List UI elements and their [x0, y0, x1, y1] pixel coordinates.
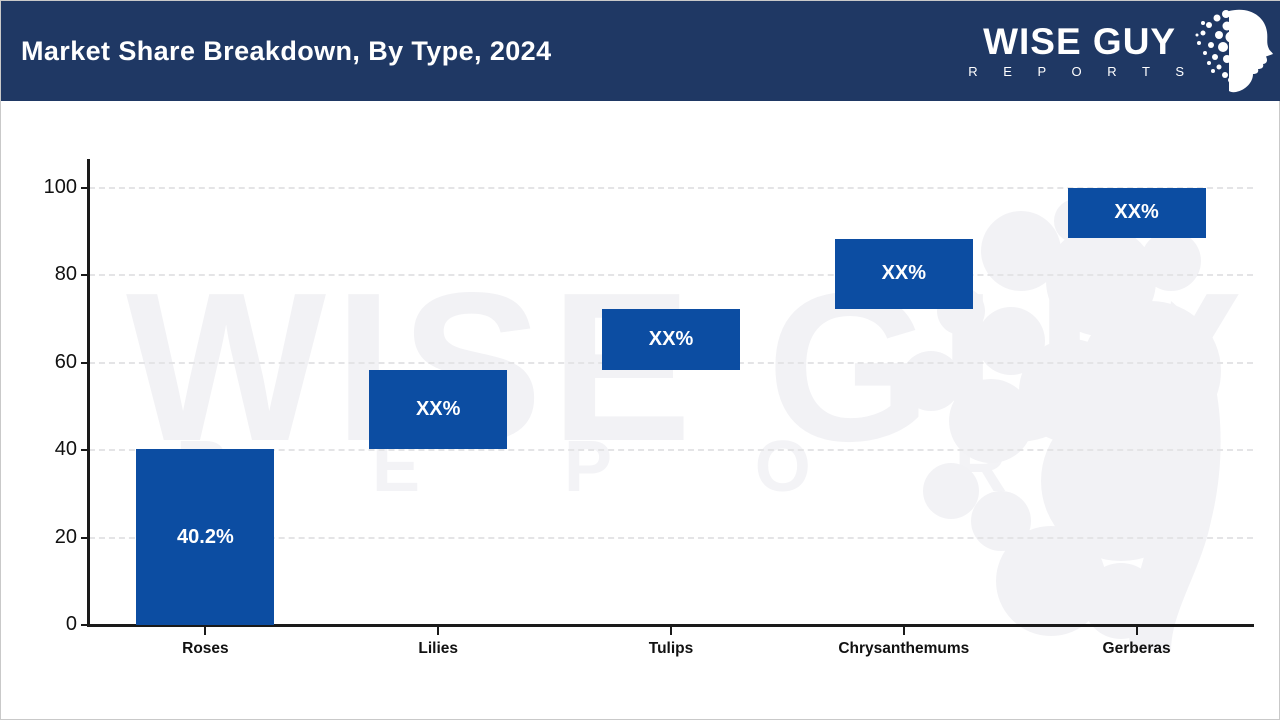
- gridline-80: [89, 274, 1253, 277]
- y-tick-mark-20: [81, 536, 89, 539]
- x-tick-mark-0: [204, 626, 207, 635]
- y-tick-mark-60: [81, 361, 89, 364]
- y-tick-label-60: 60: [54, 350, 77, 373]
- y-tick-label-80: 80: [54, 263, 77, 286]
- gridline-100: [89, 187, 1253, 189]
- bar-value-label: XX%: [415, 398, 461, 421]
- y-tick-mark-80: [81, 274, 89, 277]
- bar-tulips: XX%: [602, 309, 740, 371]
- x-axis: [87, 624, 1254, 627]
- x-category-label-gerberas: Gerberas: [1102, 640, 1171, 657]
- x-tick-mark-4: [1135, 626, 1138, 635]
- y-tick-label-40: 40: [54, 438, 77, 461]
- bar-value-label: 40.2%: [177, 525, 234, 548]
- y-tick-label-0: 0: [65, 613, 77, 635]
- head-profile-dots-icon: [1195, 9, 1273, 93]
- wise-guy-reports-logo: WISE GUY R E P O R T S: [964, 5, 1280, 97]
- logo-text: WISE GUY R E P O R T S: [964, 23, 1195, 79]
- x-tick-mark-3: [902, 626, 905, 635]
- bar-gerberas: XX%: [1067, 188, 1206, 238]
- x-tick-mark-1: [437, 626, 440, 635]
- bar-lilies: XX%: [369, 370, 508, 450]
- bar-value-label: XX%: [648, 328, 694, 351]
- x-category-label-lilies: Lilies: [418, 640, 458, 657]
- bar-roses: 40.2%: [136, 449, 275, 625]
- bar-value-label: XX%: [1114, 201, 1159, 224]
- y-tick-mark-100: [81, 187, 89, 189]
- y-tick-mark-40: [81, 449, 89, 452]
- y-tick-mark-0: [81, 624, 89, 626]
- chart-title: Market Share Breakdown, By Type, 2024: [21, 35, 552, 66]
- bar-value-label: XX%: [881, 262, 927, 285]
- gridline-20: [89, 536, 1253, 539]
- logo-subtitle: R E P O R T S: [968, 64, 1195, 79]
- x-category-label-tulips: Tulips: [648, 640, 694, 657]
- x-tick-mark-2: [670, 626, 672, 635]
- y-axis: [87, 159, 90, 627]
- logo-wordmark: WISE GUY: [983, 21, 1177, 62]
- gridline-40: [89, 449, 1253, 452]
- y-tick-label-20: 20: [54, 525, 77, 548]
- x-category-label-roses: Roses: [182, 640, 229, 657]
- header-bar: Market Share Breakdown, By Type, 2024 WI…: [1, 1, 1280, 101]
- x-category-label-chrysanthemums: Chrysanthemums: [838, 640, 970, 657]
- bar-chrysanthemums: XX%: [834, 239, 973, 309]
- y-tick-label-100: 100: [43, 176, 77, 198]
